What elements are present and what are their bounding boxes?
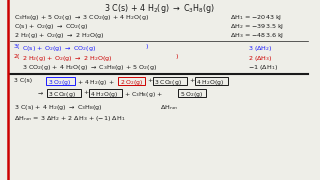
- Text: 3 C(s): 3 C(s): [14, 78, 32, 83]
- Text: 2(: 2(: [14, 54, 20, 59]
- Text: 4 H$_2$O(g): 4 H$_2$O(g): [196, 78, 225, 87]
- Text: +: +: [189, 78, 194, 83]
- Text: 3 ($\Delta$H$_2$): 3 ($\Delta$H$_2$): [248, 44, 273, 53]
- Text: 3 O$_2$(g): 3 O$_2$(g): [47, 78, 71, 87]
- Text: 3 CO$_2$(g): 3 CO$_2$(g): [49, 90, 76, 99]
- Text: ): ): [145, 44, 148, 49]
- Text: +: +: [83, 90, 88, 95]
- Text: $\Delta$H$_2$ = $-$393.5 kJ: $\Delta$H$_2$ = $-$393.5 kJ: [230, 22, 284, 31]
- Text: $\rightarrow$: $\rightarrow$: [36, 90, 44, 97]
- Text: 4 H$_2$O(g): 4 H$_2$O(g): [91, 90, 119, 99]
- Text: 2 H$_2$(g) + O$_2$(g) $\rightarrow$ 2 H$_2$O(g): 2 H$_2$(g) + O$_2$(g) $\rightarrow$ 2 H$…: [22, 54, 113, 63]
- Text: 3(: 3(: [14, 44, 20, 49]
- Text: C(s) + O$_2$(g) $\rightarrow$ CO$_2$(g): C(s) + O$_2$(g) $\rightarrow$ CO$_2$(g): [22, 44, 96, 53]
- Text: C(s) + O$_2$(g) $\rightarrow$ CO$_2$(g): C(s) + O$_2$(g) $\rightarrow$ CO$_2$(g): [14, 22, 88, 31]
- Text: ): ): [175, 54, 178, 59]
- Text: 2 ($\Delta$H$_3$): 2 ($\Delta$H$_3$): [248, 54, 273, 63]
- Text: $\Delta$H$_{rxn}$ = 3 $\Delta$H$_2$ + 2 $\Delta$H$_3$ + ($-$1) $\Delta$H$_1$: $\Delta$H$_{rxn}$ = 3 $\Delta$H$_2$ + 2 …: [14, 114, 125, 123]
- Text: $-$1 ($\Delta$H$_1$): $-$1 ($\Delta$H$_1$): [248, 63, 278, 72]
- Text: + C$_3$H$_8$(g) +: + C$_3$H$_8$(g) +: [124, 90, 163, 99]
- Text: 2 O$_2$(g): 2 O$_2$(g): [119, 78, 143, 87]
- Text: +: +: [147, 78, 152, 83]
- Text: $\Delta$H$_1$ = $-$2043 kJ: $\Delta$H$_1$ = $-$2043 kJ: [230, 13, 282, 22]
- Text: 2 H$_2$(g) + O$_2$(g) $\rightarrow$ 2 H$_2$O(g): 2 H$_2$(g) + O$_2$(g) $\rightarrow$ 2 H$…: [14, 31, 105, 40]
- Text: 3 C(s) + 4 H$_2$(g) $\rightarrow$ C$_3$H$_8$(g): 3 C(s) + 4 H$_2$(g) $\rightarrow$ C$_3$H…: [104, 2, 216, 15]
- Text: 3 CO$_2$(g) + 4 H$_2$O(g) $\rightarrow$ C$_3$H$_8$(g) + 5 O$_2$(g): 3 CO$_2$(g) + 4 H$_2$O(g) $\rightarrow$ …: [22, 63, 157, 72]
- Text: 3 CO$_2$(g): 3 CO$_2$(g): [155, 78, 182, 87]
- Text: + 4 H$_2$(g) +: + 4 H$_2$(g) +: [77, 78, 115, 87]
- Text: $\Delta$H$_{rxn}$: $\Delta$H$_{rxn}$: [160, 103, 178, 112]
- Text: C$_3$H$_8$(g) + 5 O$_2$(g) $\rightarrow$ 3 CO$_2$(g) + 4 H$_2$O(g): C$_3$H$_8$(g) + 5 O$_2$(g) $\rightarrow$…: [14, 13, 149, 22]
- Text: 3 C(s) + 4 H$_2$(g) $\rightarrow$ C$_3$H$_8$(g): 3 C(s) + 4 H$_2$(g) $\rightarrow$ C$_3$H…: [14, 103, 103, 112]
- Text: $\Delta$H$_3$ = $-$483.6 kJ: $\Delta$H$_3$ = $-$483.6 kJ: [230, 31, 284, 40]
- Text: 5 O$_2$(g): 5 O$_2$(g): [180, 90, 203, 99]
